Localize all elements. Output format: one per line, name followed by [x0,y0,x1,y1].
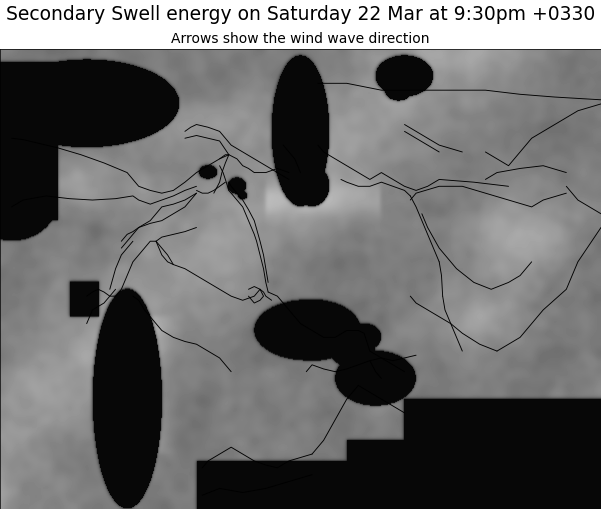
Text: Secondary Swell energy on Saturday 22 Mar at 9:30pm +0330: Secondary Swell energy on Saturday 22 Ma… [6,6,595,24]
Text: Arrows show the wind wave direction: Arrows show the wind wave direction [171,32,430,46]
